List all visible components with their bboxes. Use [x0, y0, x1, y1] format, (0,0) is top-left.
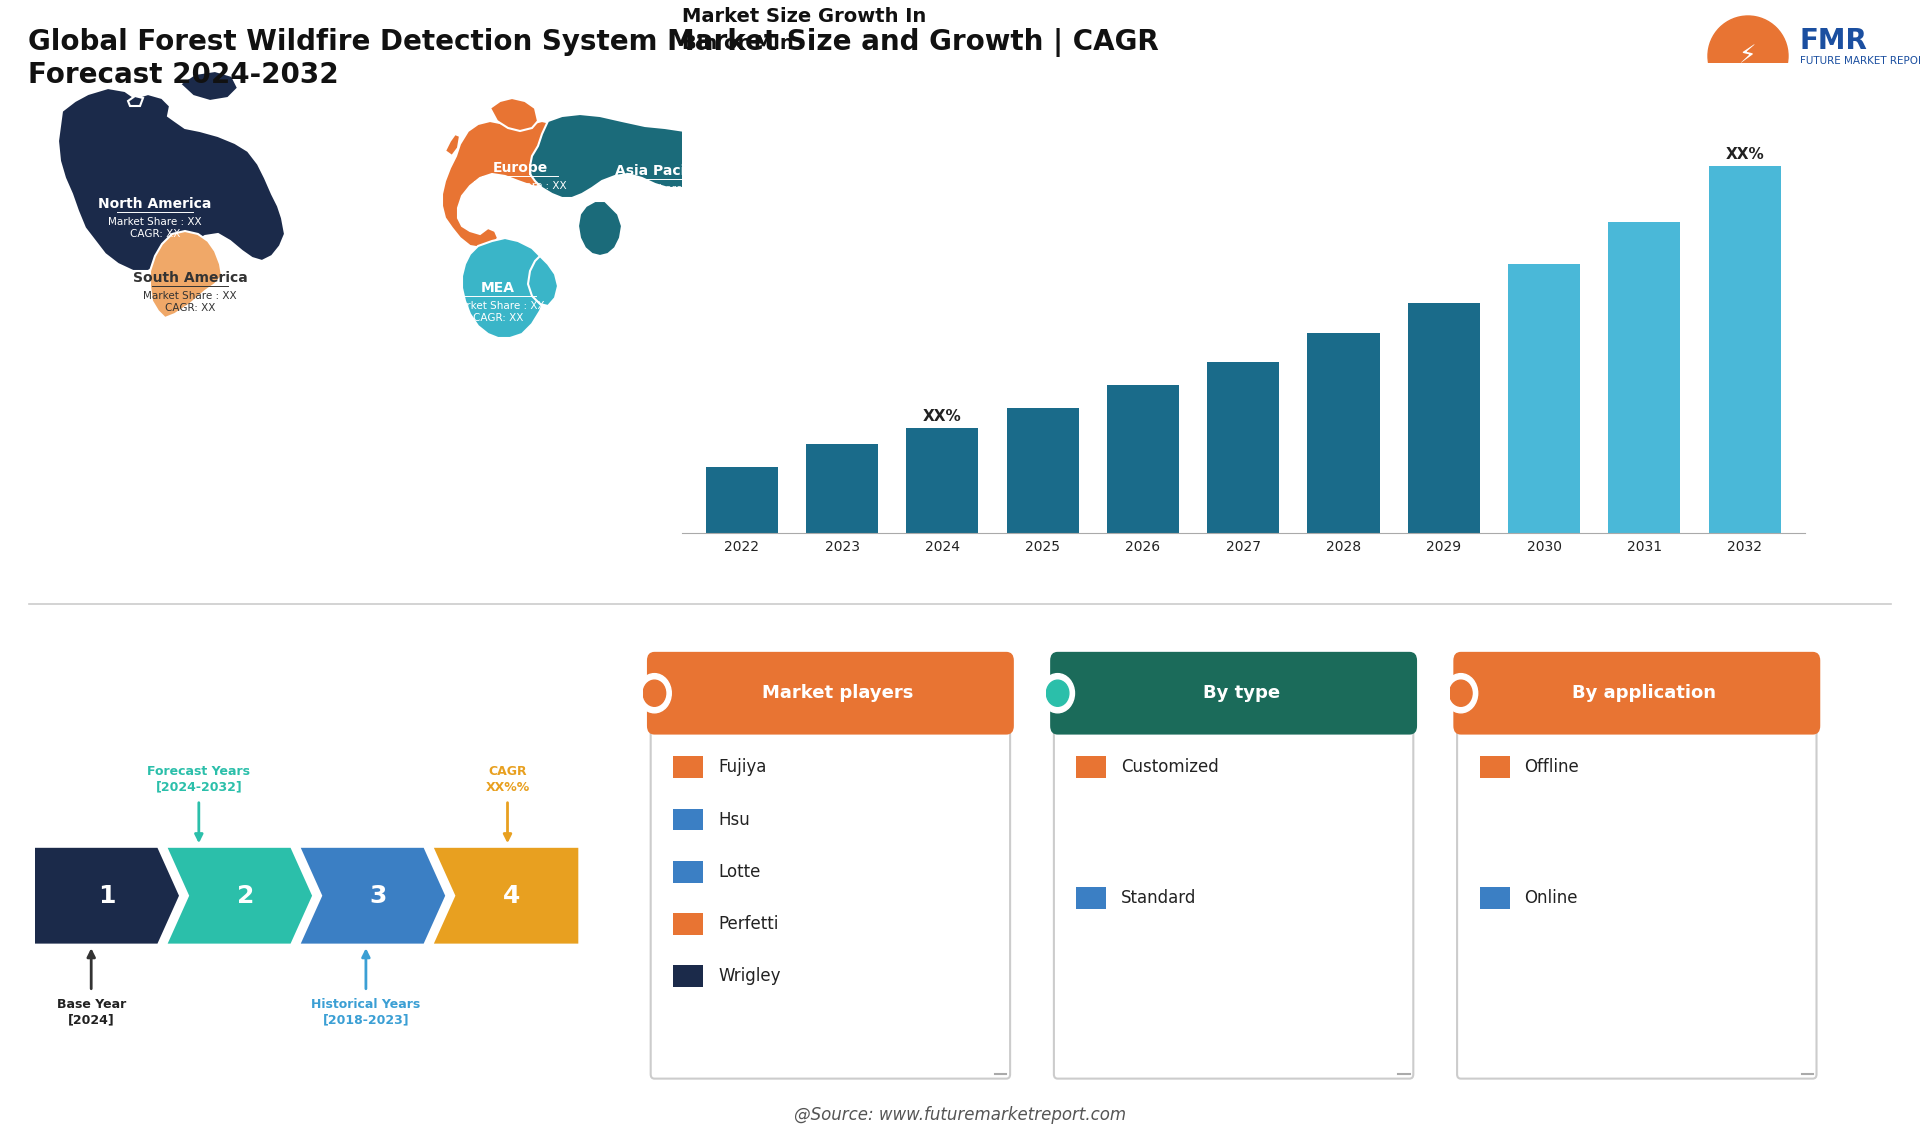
- Text: FMR: FMR: [1801, 28, 1868, 55]
- Bar: [806, 445, 877, 533]
- Polygon shape: [578, 201, 622, 256]
- Text: Online: Online: [1524, 889, 1578, 906]
- Polygon shape: [739, 204, 758, 218]
- Polygon shape: [530, 113, 726, 198]
- Text: CAGR
XX%%: CAGR XX%%: [486, 764, 530, 794]
- FancyBboxPatch shape: [674, 756, 703, 778]
- Text: 2: 2: [236, 884, 253, 908]
- Bar: [1407, 304, 1480, 533]
- Polygon shape: [58, 88, 284, 270]
- Bar: [1208, 362, 1279, 533]
- FancyBboxPatch shape: [1050, 652, 1417, 735]
- Circle shape: [637, 674, 672, 713]
- Text: South America: South America: [132, 270, 248, 285]
- Text: Forecast 2024-2032: Forecast 2024-2032: [29, 61, 338, 89]
- Text: Asia Pacific: Asia Pacific: [616, 164, 705, 178]
- Bar: [906, 427, 979, 533]
- Circle shape: [643, 681, 666, 706]
- Text: North America: North America: [98, 197, 211, 211]
- Text: Global Forest Wildfire Detection System Market Size and Growth | CAGR: Global Forest Wildfire Detection System …: [29, 28, 1160, 57]
- Bar: [1507, 264, 1580, 533]
- Circle shape: [1450, 681, 1473, 706]
- Text: ⚡: ⚡: [1740, 44, 1757, 68]
- Text: Europe: Europe: [492, 160, 547, 175]
- FancyBboxPatch shape: [1077, 756, 1106, 778]
- Text: CAGR: XX: CAGR: XX: [165, 303, 215, 313]
- Text: 4: 4: [503, 884, 520, 908]
- Bar: [1106, 385, 1179, 533]
- Bar: [707, 468, 778, 533]
- Polygon shape: [718, 191, 741, 209]
- Text: XX%: XX%: [924, 409, 962, 424]
- Polygon shape: [699, 134, 772, 198]
- Text: Customized: Customized: [1121, 759, 1219, 776]
- Text: By application: By application: [1572, 684, 1716, 702]
- Polygon shape: [528, 256, 559, 306]
- Polygon shape: [180, 71, 238, 101]
- FancyBboxPatch shape: [1077, 887, 1106, 909]
- Polygon shape: [445, 134, 461, 156]
- Text: Forecast Years
[2024-2032]: Forecast Years [2024-2032]: [148, 764, 250, 794]
- Text: Market Share : XX: Market Share : XX: [472, 181, 566, 191]
- Text: CAGR: XX: CAGR: XX: [472, 313, 522, 323]
- FancyBboxPatch shape: [1480, 756, 1509, 778]
- Text: Wrigley: Wrigley: [718, 967, 781, 986]
- Text: Market Share : XX: Market Share : XX: [144, 291, 236, 301]
- Text: @Source: www.futuremarketreport.com: @Source: www.futuremarketreport.com: [795, 1106, 1125, 1124]
- Polygon shape: [463, 238, 547, 338]
- Text: CAGR: XX: CAGR: XX: [636, 196, 685, 206]
- FancyBboxPatch shape: [1054, 730, 1413, 1078]
- Text: Market players: Market players: [762, 684, 914, 702]
- FancyBboxPatch shape: [674, 965, 703, 987]
- Text: CAGR: XX: CAGR: XX: [131, 229, 180, 240]
- FancyBboxPatch shape: [651, 730, 1010, 1078]
- Polygon shape: [718, 281, 781, 333]
- Circle shape: [1444, 674, 1478, 713]
- Bar: [1006, 408, 1079, 533]
- Polygon shape: [167, 848, 313, 943]
- Text: 1: 1: [98, 884, 115, 908]
- FancyBboxPatch shape: [1453, 652, 1820, 735]
- FancyBboxPatch shape: [674, 913, 703, 935]
- Text: 3: 3: [371, 884, 388, 908]
- FancyBboxPatch shape: [1480, 887, 1509, 909]
- FancyBboxPatch shape: [674, 809, 703, 831]
- Polygon shape: [490, 99, 538, 131]
- Text: Base Year
[2024]: Base Year [2024]: [56, 998, 127, 1027]
- Text: Fujiya: Fujiya: [718, 759, 766, 776]
- FancyBboxPatch shape: [647, 652, 1014, 735]
- Circle shape: [1709, 16, 1788, 96]
- Text: Lotte: Lotte: [718, 863, 760, 881]
- Bar: [1308, 333, 1380, 533]
- FancyBboxPatch shape: [674, 861, 703, 882]
- Text: Forest Wildfire Detection System
Market Size Growth In
Bln or Mln: Forest Wildfire Detection System Market …: [682, 0, 1046, 53]
- Bar: [1709, 166, 1780, 533]
- Text: Perfetti: Perfetti: [718, 915, 778, 933]
- Text: CAGR: XX: CAGR: XX: [495, 193, 545, 203]
- Text: Offline: Offline: [1524, 759, 1580, 776]
- Text: FUTURE MARKET REPORT: FUTURE MARKET REPORT: [1801, 56, 1920, 66]
- Polygon shape: [35, 848, 179, 943]
- Polygon shape: [434, 848, 578, 943]
- Polygon shape: [150, 231, 223, 317]
- Text: Market Share : XX: Market Share : XX: [108, 217, 202, 227]
- Text: Hsu: Hsu: [718, 810, 751, 829]
- Text: Historical Years
[2018-2023]: Historical Years [2018-2023]: [311, 998, 420, 1027]
- Text: XX%: XX%: [1726, 147, 1764, 162]
- Polygon shape: [129, 96, 142, 105]
- Circle shape: [1041, 674, 1075, 713]
- Circle shape: [1046, 681, 1069, 706]
- Text: By type: By type: [1202, 684, 1279, 702]
- Text: Market Share : XX: Market Share : XX: [451, 301, 545, 311]
- Bar: [1609, 221, 1680, 533]
- Text: MEA: MEA: [482, 281, 515, 295]
- Text: Market Share : XX: Market Share : XX: [612, 185, 707, 194]
- Polygon shape: [301, 848, 445, 943]
- Polygon shape: [442, 121, 578, 248]
- FancyBboxPatch shape: [1457, 730, 1816, 1078]
- Text: Standard: Standard: [1121, 889, 1196, 906]
